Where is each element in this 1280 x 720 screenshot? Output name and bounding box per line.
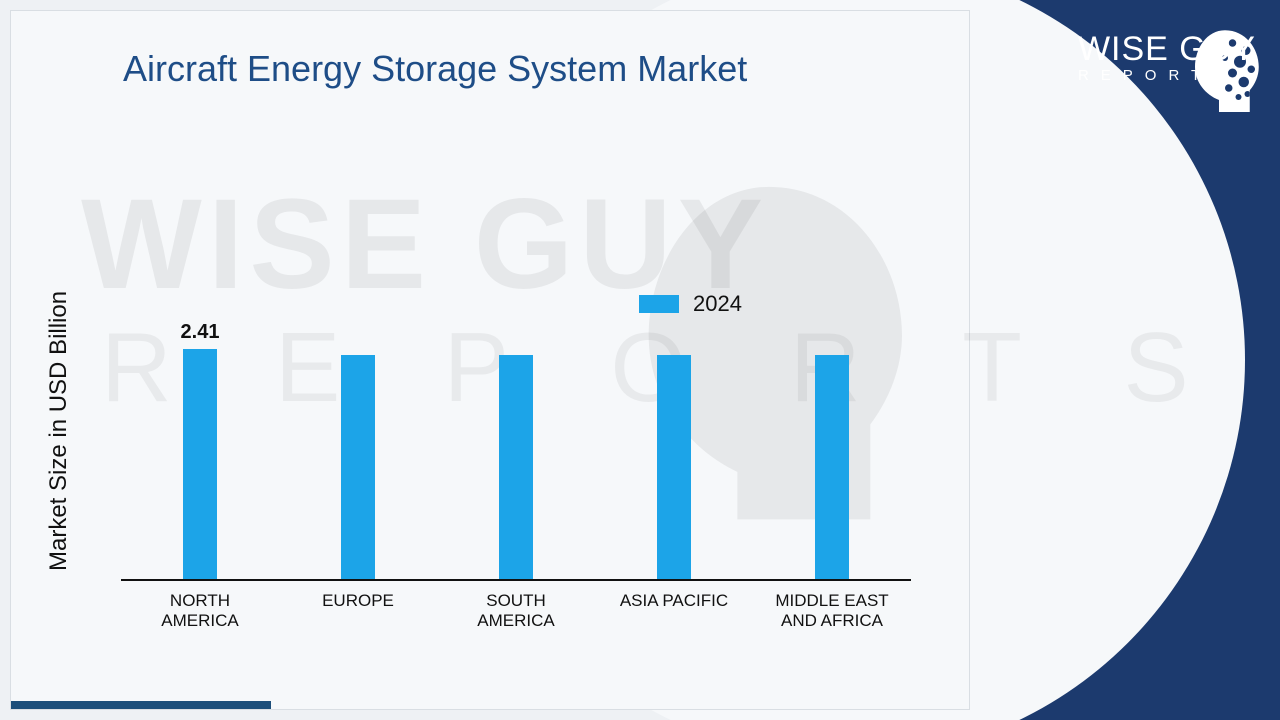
y-axis-label: Market Size in USD Billion bbox=[45, 291, 73, 571]
bar bbox=[499, 355, 533, 581]
plot-area: 2.41 NORTH AMERICAEUROPESOUTH AMERICAASI… bbox=[121, 331, 911, 581]
bars-container: 2.41 bbox=[121, 331, 911, 581]
bar-slot bbox=[456, 355, 576, 581]
x-tick-label: NORTH AMERICA bbox=[140, 581, 260, 632]
x-tick-label: SOUTH AMERICA bbox=[456, 581, 576, 632]
bottom-accent bbox=[11, 701, 271, 709]
brand-line1: WISE GUY bbox=[1078, 30, 1256, 69]
legend-swatch bbox=[639, 295, 679, 313]
x-labels: NORTH AMERICA EUROPE SOUTH AMERICA ASIA PAC… bbox=[121, 581, 911, 632]
bar bbox=[815, 355, 849, 581]
brand-line2: REPORTS bbox=[1078, 67, 1256, 84]
brand-logo: WISE GUY REPORTS bbox=[1078, 30, 1256, 84]
bar-slot bbox=[614, 355, 734, 581]
bar-slot bbox=[772, 355, 892, 581]
bar bbox=[657, 355, 691, 581]
chart-card: Aircraft Energy Storage System Market WI… bbox=[10, 10, 970, 710]
bar-slot: 2.41 bbox=[140, 349, 260, 581]
x-tick-label: MIDDLE EAST AND AFRICA bbox=[772, 581, 892, 632]
x-tick-label: ASIA PACIFIC bbox=[614, 581, 734, 632]
chart-title: Aircraft Energy Storage System Market bbox=[123, 46, 747, 91]
legend-label: 2024 bbox=[693, 291, 742, 317]
bar: 2.41 bbox=[183, 349, 217, 581]
canvas: Aircraft Energy Storage System Market WI… bbox=[0, 0, 1280, 720]
bar bbox=[341, 355, 375, 581]
bar-slot bbox=[298, 355, 418, 581]
x-tick-label: EUROPE bbox=[298, 581, 418, 632]
bar-value-label: 2.41 bbox=[181, 321, 220, 344]
legend: 2024 bbox=[639, 291, 742, 317]
